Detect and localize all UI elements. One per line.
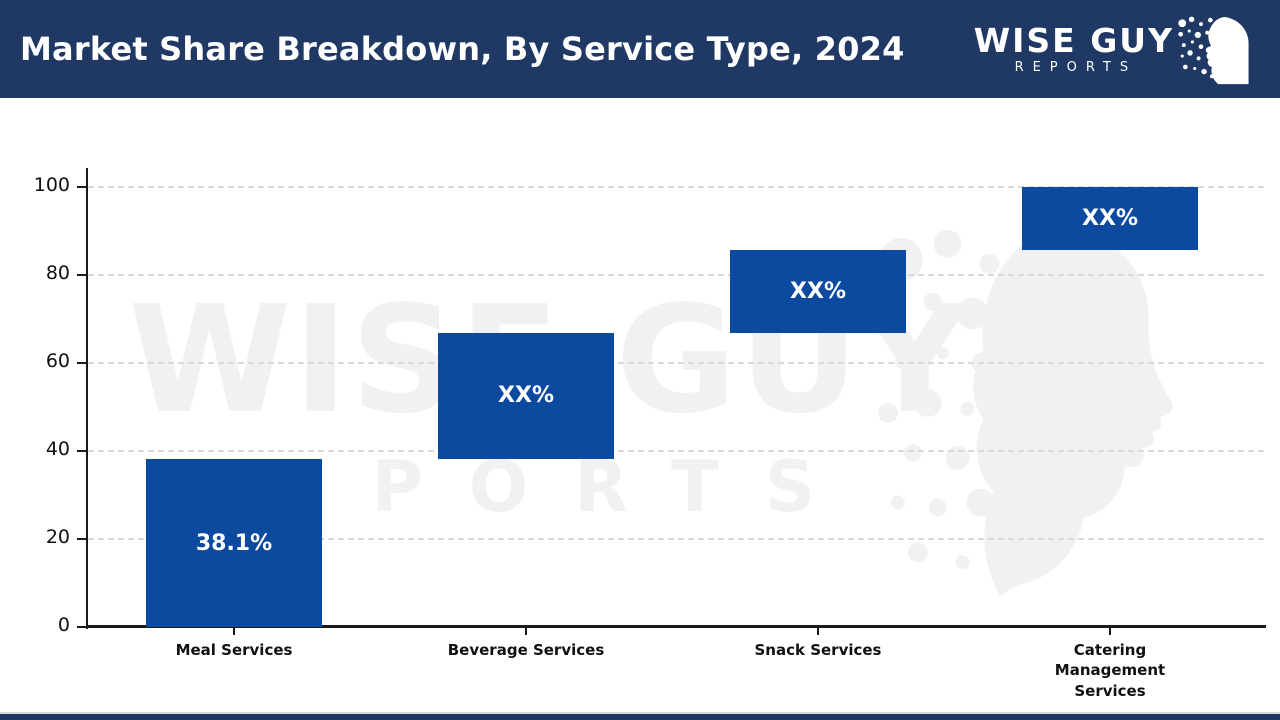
logo-head-icon bbox=[1178, 16, 1249, 85]
gridline bbox=[88, 538, 1264, 540]
x-axis-tick bbox=[233, 628, 235, 635]
gridline bbox=[88, 362, 1264, 364]
gridline bbox=[88, 450, 1264, 452]
bar-value-label: XX% bbox=[498, 383, 554, 409]
y-axis-line bbox=[86, 168, 88, 629]
chart-area: WISE GUY REPORTS 0 20 40 60 80 100 Meal bbox=[0, 98, 1280, 712]
y-axis-label: 40 bbox=[45, 438, 70, 460]
brand-subname: REPORTS bbox=[1014, 60, 1138, 75]
bottom-divider bbox=[0, 712, 1280, 714]
y-axis-tick bbox=[77, 626, 86, 628]
footer-bar bbox=[0, 714, 1280, 720]
brand-name: WISE GUY bbox=[973, 21, 1174, 60]
bar-value-label: XX% bbox=[1082, 205, 1138, 231]
brand-logo-text: WISE GUY REPORTS bbox=[974, 24, 1174, 74]
x-axis-label: Beverage Services bbox=[447, 641, 605, 659]
y-axis-tick bbox=[77, 186, 86, 188]
y-axis-tick bbox=[77, 450, 86, 452]
y-axis-tick bbox=[77, 538, 86, 540]
x-axis-label: Catering Management Services bbox=[1054, 641, 1166, 700]
page-title: Market Share Breakdown, By Service Type,… bbox=[20, 30, 905, 68]
bar-value-label: XX% bbox=[790, 278, 846, 304]
x-axis-tick bbox=[817, 628, 819, 635]
bar-segment: XX% bbox=[438, 332, 614, 460]
y-axis-label: 60 bbox=[45, 350, 70, 372]
bar-value-label: 38.1% bbox=[195, 530, 273, 556]
gridline bbox=[88, 186, 1264, 188]
bar-segment: XX% bbox=[1022, 187, 1198, 250]
bar-segment: XX% bbox=[730, 249, 906, 333]
y-axis-tick bbox=[77, 362, 86, 364]
watermark-head-icon bbox=[878, 227, 1173, 597]
bar-segment: 38.1% bbox=[146, 459, 322, 627]
y-axis-label: 80 bbox=[45, 262, 70, 284]
x-axis-label: Meal Services bbox=[175, 641, 293, 659]
x-axis-tick bbox=[1109, 628, 1111, 635]
y-axis-tick bbox=[77, 274, 86, 276]
gridline bbox=[88, 274, 1264, 276]
header: Market Share Breakdown, By Service Type,… bbox=[0, 0, 1280, 98]
brand-logo: WISE GUY REPORTS bbox=[974, 4, 1254, 94]
y-axis-label: 100 bbox=[33, 174, 70, 196]
y-axis-label: 20 bbox=[45, 526, 70, 548]
y-axis-label: 0 bbox=[57, 614, 70, 636]
x-axis-line bbox=[86, 625, 1266, 628]
x-axis-tick bbox=[525, 628, 527, 635]
x-axis-label: Snack Services bbox=[754, 641, 882, 659]
